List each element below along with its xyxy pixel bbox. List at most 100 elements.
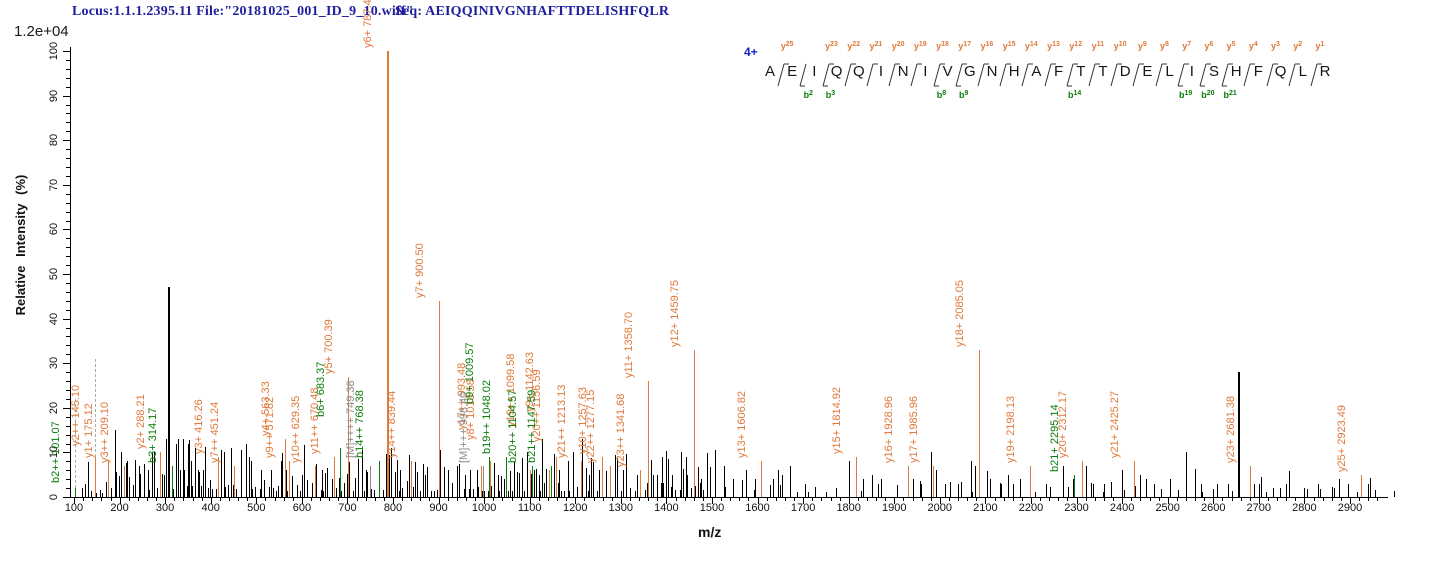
x-tick-label: 1000 xyxy=(471,502,497,514)
x-tick xyxy=(812,498,814,501)
fragment-peak xyxy=(289,461,290,497)
y-tick xyxy=(66,113,70,115)
noise-peak xyxy=(961,481,962,497)
cleavage-mark xyxy=(999,63,1012,87)
x-tick xyxy=(1176,498,1178,501)
fragment-peak xyxy=(610,465,612,497)
y-tick xyxy=(66,122,70,124)
b-ion-label: b21 xyxy=(1223,90,1237,100)
y-tick xyxy=(66,247,70,249)
noise-peak xyxy=(336,487,337,497)
noise-peak xyxy=(282,452,283,497)
x-tick xyxy=(247,498,249,501)
unassigned-peak xyxy=(1140,474,1142,497)
residue-letter: L xyxy=(1165,63,1174,80)
y-ion-label: y14 xyxy=(1024,41,1038,51)
noise-peak xyxy=(715,449,716,497)
y-tick xyxy=(63,229,70,231)
x-tick xyxy=(885,498,887,501)
precursor-charge-label: 4+ xyxy=(744,45,758,59)
fragment-peak xyxy=(639,470,641,497)
x-tick xyxy=(265,498,267,501)
x-tick xyxy=(921,498,923,501)
unassigned-peak xyxy=(990,479,991,497)
cleavage-mark xyxy=(777,63,790,87)
x-tick xyxy=(1085,498,1087,501)
cleavage-mark xyxy=(1221,63,1234,87)
unassigned-peak xyxy=(1368,483,1370,497)
noise-peak xyxy=(826,491,827,497)
x-tick xyxy=(721,498,723,501)
residue-letter: E xyxy=(787,63,798,80)
noise-peak xyxy=(157,487,158,497)
noise-peak xyxy=(780,484,781,497)
x-tick xyxy=(967,498,969,501)
fragment-peak xyxy=(490,461,492,497)
y-tick xyxy=(66,345,70,347)
noise-peak xyxy=(645,490,646,497)
y-tick xyxy=(66,443,70,445)
noise-peak xyxy=(700,483,701,497)
noise-peak xyxy=(208,488,209,497)
noise-peak xyxy=(920,480,921,497)
noise-peak xyxy=(987,470,988,497)
y-ion-label: y3 xyxy=(1271,41,1280,51)
fragment-peak xyxy=(171,465,173,497)
x-tick xyxy=(119,498,121,504)
noise-peak xyxy=(588,491,589,497)
unassigned-peak xyxy=(456,465,458,497)
noise-peak xyxy=(686,457,687,497)
x-tick-label: 1700 xyxy=(790,502,816,514)
y-ion-label: y20 xyxy=(891,41,905,51)
unassigned-peak xyxy=(414,470,416,497)
noise-peak xyxy=(297,484,298,497)
label-leader-line xyxy=(94,358,96,457)
x-tick xyxy=(794,498,795,501)
unassigned-peak xyxy=(1001,483,1003,497)
noise-peak xyxy=(797,492,798,497)
fragment-peak xyxy=(123,465,125,497)
noise-peak xyxy=(201,485,202,497)
x-tick-label: 2600 xyxy=(1201,502,1226,514)
noise-peak xyxy=(409,455,410,497)
noise-peak xyxy=(508,491,509,497)
fragment-peak xyxy=(1074,474,1076,497)
fragment-peak xyxy=(581,461,583,497)
unassigned-peak xyxy=(573,452,574,497)
y-ion-label: y15 xyxy=(1002,41,1016,51)
noise-peak xyxy=(307,479,308,497)
x-tick xyxy=(475,498,476,501)
x-tick xyxy=(1185,498,1187,501)
unassigned-peak xyxy=(930,452,932,497)
fragment-peak xyxy=(481,465,483,497)
x-tick xyxy=(210,498,212,504)
x-tick xyxy=(1158,498,1160,501)
cleavage-mark xyxy=(955,63,967,87)
unassigned-peak xyxy=(1062,465,1064,497)
noise-peak xyxy=(473,489,474,497)
noise-peak xyxy=(195,447,196,497)
unassigned-peak xyxy=(187,443,189,497)
unassigned-peak xyxy=(1318,483,1320,497)
noise-peak xyxy=(1086,466,1087,497)
y-tick xyxy=(63,452,70,454)
x-tick xyxy=(575,498,577,504)
noise-peak xyxy=(325,473,326,497)
unassigned-peak xyxy=(513,461,515,497)
x-tick xyxy=(1286,498,1288,501)
y-tick xyxy=(66,398,70,400)
y-ion-label: y8 xyxy=(1160,41,1169,51)
unassigned-peak xyxy=(781,474,783,497)
noise-peak xyxy=(754,489,755,497)
y-ion-label: y10 xyxy=(1113,41,1127,51)
y-tick xyxy=(66,202,70,204)
x-tick xyxy=(1140,498,1142,501)
x-tick xyxy=(165,498,167,504)
noise-peak xyxy=(133,484,134,497)
x-tick-label: 1900 xyxy=(882,502,907,514)
noise-peak xyxy=(173,488,174,497)
noise-peak xyxy=(341,490,342,497)
unassigned-peak xyxy=(1347,483,1349,497)
noise-peak xyxy=(427,466,428,497)
noise-peak xyxy=(602,489,603,497)
